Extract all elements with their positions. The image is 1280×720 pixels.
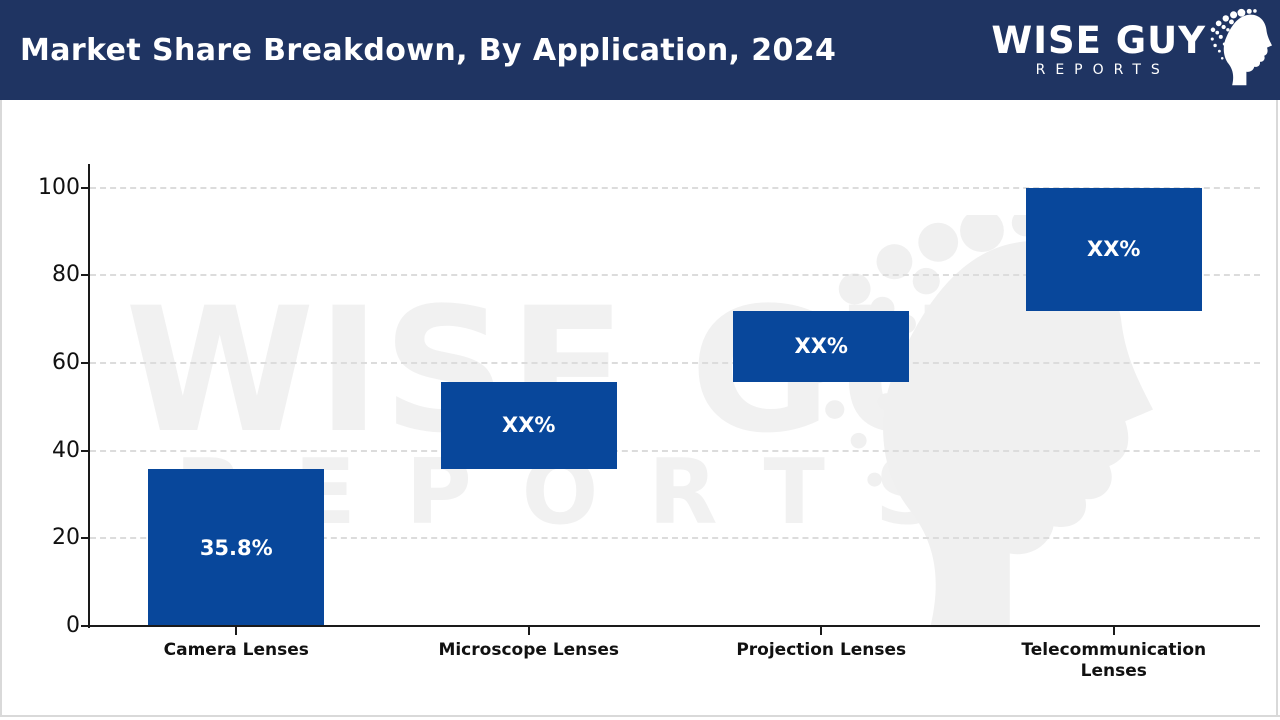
y-tick-label-60: 60 — [52, 349, 80, 375]
y-tick-label-80: 80 — [52, 262, 80, 288]
gridline-60 — [90, 361, 1260, 364]
y-tick-label-40: 40 — [52, 437, 80, 463]
x-tick-mark-camera-lenses — [235, 626, 238, 635]
x-tick-mark-telecommunication-lenses — [1112, 626, 1115, 635]
x-axis-line — [88, 625, 1260, 627]
y-tick-mark-20 — [81, 537, 90, 540]
bar-value-label-microscope-lenses: XX% — [502, 413, 556, 438]
y-tick-label-20: 20 — [52, 525, 80, 551]
y-tick-mark-100 — [81, 186, 90, 189]
page-title: Market Share Breakdown, By Application, … — [20, 32, 837, 68]
header-bar: Market Share Breakdown, By Application, … — [0, 0, 1280, 100]
gridline-100 — [90, 186, 1260, 189]
brand-logo-subtitle: REPORTS — [1035, 61, 1170, 78]
bar-telecommunication-lenses: XX% — [1025, 187, 1202, 312]
x-tick-mark-microscope-lenses — [527, 626, 530, 635]
brand-face-icon — [1210, 8, 1272, 86]
gridline-80 — [90, 274, 1260, 277]
bar-projection-lenses: XX% — [733, 311, 910, 382]
frame-bottom — [0, 715, 1280, 717]
frame-left — [0, 100, 2, 717]
gridline-20 — [90, 537, 1260, 540]
frame-right — [1276, 100, 1278, 717]
category-label-microscope-lenses: Microscope Lenses — [438, 640, 620, 660]
y-tick-mark-40 — [81, 449, 90, 452]
x-tick-mark-projection-lenses — [820, 626, 823, 635]
bar-value-label-projection-lenses: XX% — [794, 334, 848, 359]
bar-value-label-telecommunication-lenses: XX% — [1087, 237, 1141, 262]
y-axis-line — [88, 164, 90, 628]
brand-logo-name: WISE GUY — [991, 18, 1206, 62]
bar-microscope-lenses: XX% — [440, 381, 617, 469]
y-tick-label-0: 0 — [66, 613, 80, 638]
bar-value-label-camera-lenses: 35.8% — [199, 535, 273, 560]
category-label-camera-lenses: Camera Lenses — [163, 640, 309, 660]
y-tick-mark-60 — [81, 361, 90, 364]
brand-logo-text: WISE GUY REPORTS — [991, 22, 1206, 77]
y-tick-mark-0 — [81, 625, 90, 627]
category-label-telecommunication-lenses: Telecommunication Lenses — [1021, 640, 1207, 682]
y-tick-mark-80 — [81, 274, 90, 277]
gridline-40 — [90, 449, 1260, 452]
brand-logo: WISE GUY REPORTS — [991, 5, 1272, 93]
bar-camera-lenses: 35.8% — [148, 469, 325, 626]
category-label-projection-lenses: Projection Lenses — [736, 640, 907, 660]
y-tick-label-100: 100 — [38, 174, 80, 200]
